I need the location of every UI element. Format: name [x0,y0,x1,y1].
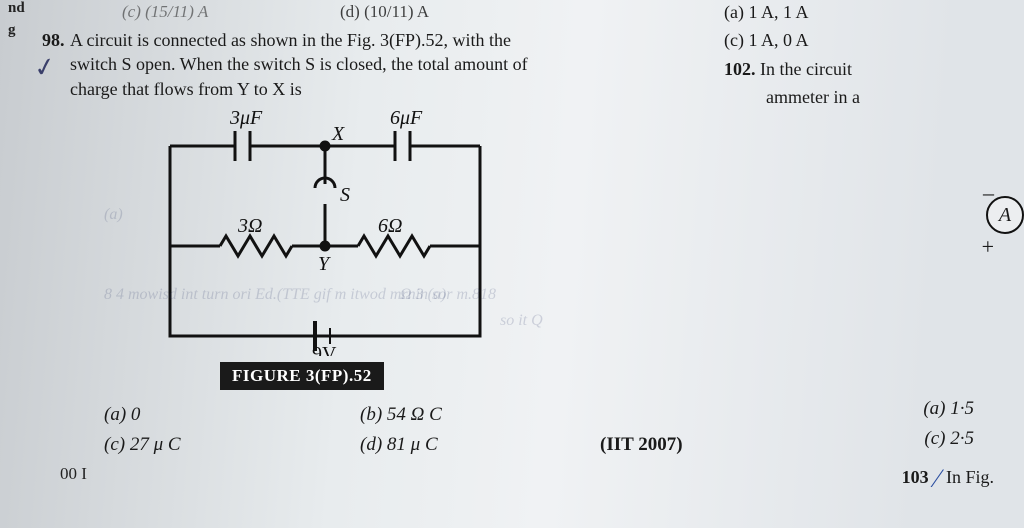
q98-line2: switch S open. When the switch S is clos… [70,54,528,74]
plus-sign: + [982,234,994,260]
ghost-text-3: Ω 3 (a) [400,286,780,304]
option-b: (b) 54 Ω C [360,404,442,426]
pen-slash-icon: ⁄ [929,464,946,493]
question-98: 98. ✓ A circuit is connected as shown in… [70,28,690,101]
cap2-label: 6μF [390,107,423,129]
right-option-a: (a) 1·5 [923,398,974,420]
q102: 102. In the circuit [724,57,1014,81]
margin-text-nd: nd [8,0,25,17]
node-x-label: X [331,123,345,145]
q102-text1: In the circuit [760,59,852,79]
q98-line3: charge that flows from Y to X is [70,79,302,99]
right-column: (a) 1 A, 1 A (c) 1 A, 0 A 102. In the ci… [724,0,1014,113]
cap1-label: 3μF [229,107,263,129]
right-option-c: (c) 2·5 [924,428,974,450]
option-c: (c) 27 μ C [104,434,181,456]
node-y-label: Y [318,253,331,275]
option-d: (d) 81 μ C [360,434,438,456]
circuit-svg: 3μF 6μF X S 3Ω 6Ω Y 9V [140,106,510,356]
ghost-text-4: so it Q [500,312,543,330]
res1-label: 3Ω [237,215,262,237]
prev-option-d: (d) (10/11) A [340,2,429,22]
figure-caption: FIGURE 3(FP).52 [220,362,384,390]
ghost-text-1: (a) [104,206,123,224]
iit-tag: (IIT 2007) [600,434,683,456]
checkmark-icon: ✓ [31,48,59,86]
ammeter-icon: A [986,196,1024,234]
prev-option-c: (c) (15/11) A [122,2,208,22]
bottom-cut-text: 00 I [60,464,87,484]
q98-line1: A circuit is connected as shown in the F… [70,30,511,50]
q103: 103 ⁄ In Fig. [902,460,994,490]
opt-c-right: (c) 1 A, 0 A [724,28,1014,52]
q102-text2: ammeter in a [724,85,1014,109]
res2-label: 6Ω [378,215,402,237]
q103-num: 103 [902,467,929,487]
margin-text-g: g [8,22,16,39]
q102-num: 102. [724,59,756,79]
switch-label: S [340,184,350,206]
option-a: (a) 0 [104,404,140,426]
circuit-diagram: 3μF 6μF X S 3Ω 6Ω Y 9V [140,106,510,356]
page: nd g (c) (15/11) A (d) (10/11) A 98. ✓ A… [0,0,1024,528]
opt-a-right: (a) 1 A, 1 A [724,0,1014,24]
battery-label: 9V [312,343,337,356]
q103-text: In Fig. [946,467,994,487]
